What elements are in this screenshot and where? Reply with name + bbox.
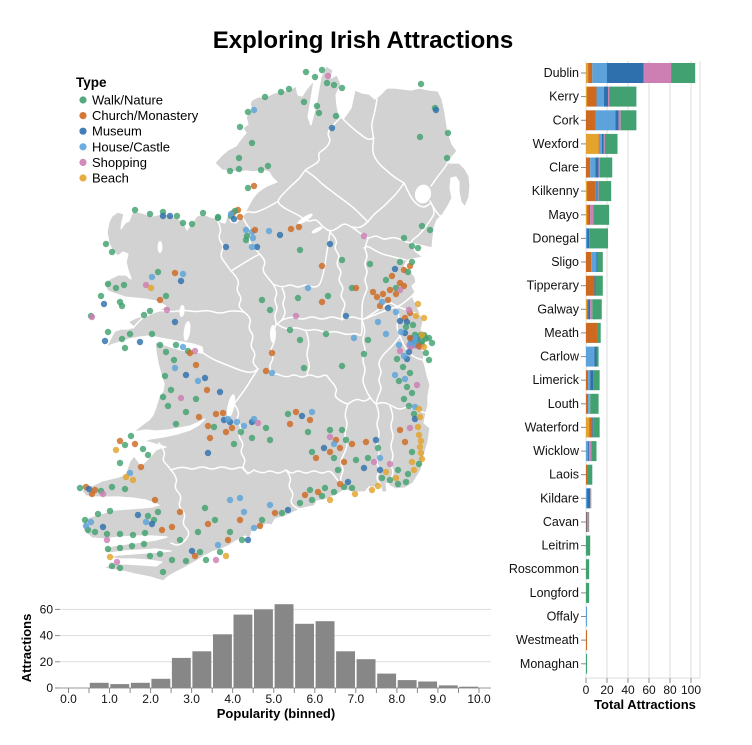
svg-text:Waterford: Waterford (525, 420, 579, 434)
svg-text:60: 60 (642, 683, 656, 697)
svg-text:Meath: Meath (544, 326, 579, 340)
svg-text:Walk/Nature: Walk/Nature (92, 93, 163, 108)
svg-text:5.0: 5.0 (265, 692, 282, 706)
svg-text:10.0: 10.0 (467, 692, 491, 706)
svg-text:Wexford: Wexford (533, 137, 579, 151)
svg-text:Leitrim: Leitrim (541, 539, 579, 553)
svg-text:Wicklow: Wicklow (533, 444, 580, 458)
svg-text:8.0: 8.0 (389, 692, 406, 706)
svg-text:Roscommon: Roscommon (509, 562, 579, 576)
svg-text:Sligo: Sligo (551, 255, 579, 269)
svg-text:Cavan: Cavan (543, 515, 579, 529)
svg-text:0: 0 (583, 683, 590, 697)
svg-text:Tipperary: Tipperary (527, 279, 580, 293)
svg-text:100: 100 (681, 683, 701, 697)
svg-text:0: 0 (46, 681, 53, 695)
svg-text:40: 40 (621, 683, 635, 697)
svg-text:4.0: 4.0 (224, 692, 241, 706)
svg-text:2.0: 2.0 (142, 692, 159, 706)
svg-text:Popularity (binned): Popularity (binned) (217, 706, 335, 721)
svg-text:Exploring Irish Attractions: Exploring Irish Attractions (213, 27, 513, 54)
svg-text:60: 60 (40, 602, 54, 616)
svg-text:Laois: Laois (549, 468, 579, 482)
svg-text:Attractions: Attractions (19, 614, 34, 683)
svg-text:1.0: 1.0 (101, 692, 118, 706)
svg-text:Longford: Longford (530, 586, 579, 600)
svg-text:20: 20 (40, 655, 54, 669)
svg-text:Shopping: Shopping (92, 155, 147, 170)
svg-text:Offaly: Offaly (547, 610, 580, 624)
svg-text:Beach: Beach (92, 171, 129, 186)
svg-text:Church/Monastery: Church/Monastery (92, 108, 199, 123)
svg-text:Westmeath: Westmeath (516, 633, 579, 647)
svg-text:Kildare: Kildare (540, 491, 579, 505)
svg-text:Kerry: Kerry (549, 90, 580, 104)
svg-text:0.0: 0.0 (60, 692, 77, 706)
svg-text:Donegal: Donegal (532, 231, 579, 245)
svg-text:House/Castle: House/Castle (92, 139, 170, 154)
svg-text:Total Attractions: Total Attractions (594, 697, 696, 712)
svg-text:Museum: Museum (92, 124, 142, 139)
svg-text:Type: Type (76, 75, 107, 90)
svg-text:Kilkenny: Kilkenny (532, 184, 580, 198)
svg-text:Galway: Galway (537, 302, 579, 316)
svg-text:Clare: Clare (549, 161, 579, 175)
svg-text:Limerick: Limerick (532, 373, 579, 387)
svg-text:Dublin: Dublin (544, 66, 579, 80)
svg-text:Louth: Louth (548, 397, 579, 411)
svg-text:Monaghan: Monaghan (520, 657, 579, 671)
svg-text:20: 20 (600, 683, 614, 697)
svg-text:Cork: Cork (553, 113, 580, 127)
svg-text:Mayo: Mayo (548, 208, 579, 222)
svg-text:7.0: 7.0 (347, 692, 364, 706)
svg-text:80: 80 (663, 683, 677, 697)
svg-text:3.0: 3.0 (183, 692, 200, 706)
svg-text:Carlow: Carlow (540, 350, 580, 364)
svg-text:9.0: 9.0 (430, 692, 447, 706)
svg-text:6.0: 6.0 (306, 692, 323, 706)
svg-text:40: 40 (40, 629, 54, 643)
